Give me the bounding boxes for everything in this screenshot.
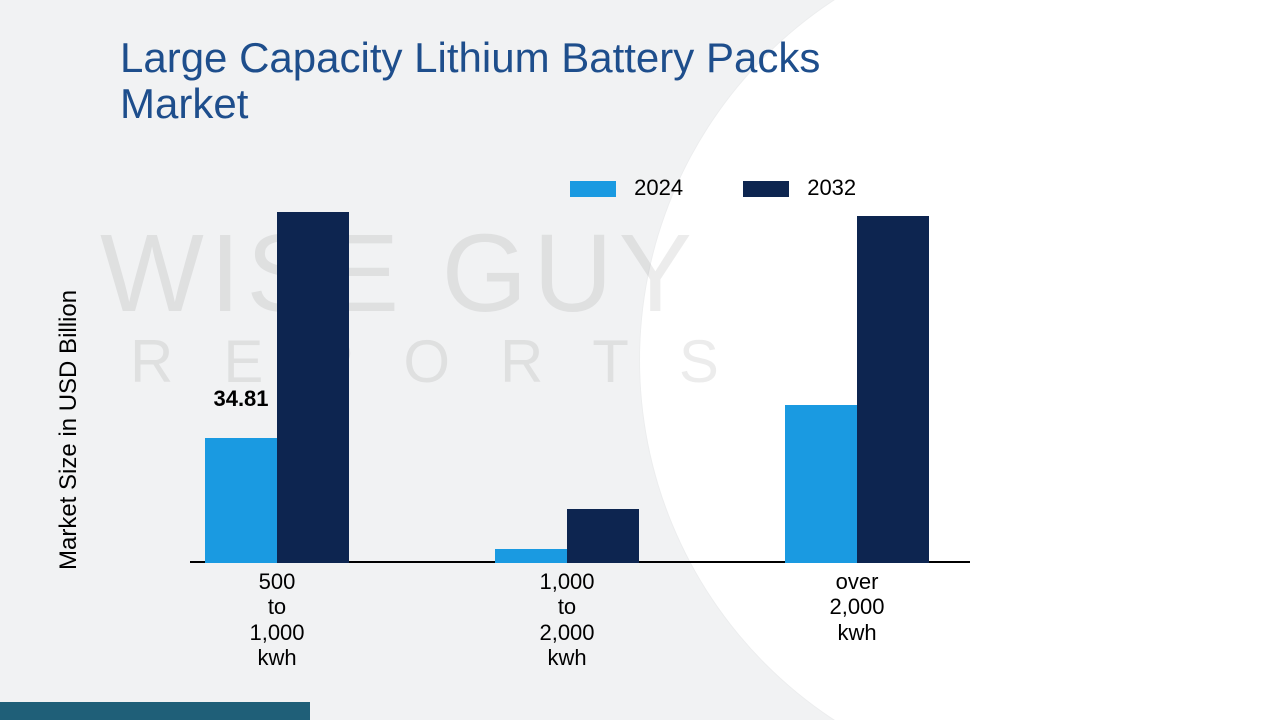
bar-2024 — [205, 438, 277, 563]
y-axis-label: Market Size in USD Billion — [55, 290, 83, 570]
bar-value-label: 34.81 — [213, 386, 268, 412]
legend-swatch-2024 — [570, 181, 616, 197]
chart-legend: 2024 2032 — [570, 175, 856, 201]
bar-2024 — [785, 405, 857, 563]
logo-line-1: WISE GUY — [1064, 30, 1250, 69]
brand-logo: WISE GUY REPORTS — [1064, 30, 1250, 83]
legend-swatch-2032 — [743, 181, 789, 197]
category-label: over2,000kwh — [777, 563, 937, 645]
bar-2032 — [567, 509, 639, 563]
chart-title: Large Capacity Lithium Battery Packs Mar… — [120, 35, 840, 127]
chart-plot-area: 34.81500to1,000kwh1,000to2,000kwhover2,0… — [190, 205, 970, 563]
footer-accent-bar — [0, 702, 310, 720]
bar-2024 — [495, 549, 567, 563]
logo-line-2: REPORTS — [1064, 65, 1250, 83]
page: WISE GUY REPORTS Large Capacity Lithium … — [0, 0, 1280, 720]
legend-item-2032: 2032 — [743, 175, 856, 201]
bar-2032 — [277, 212, 349, 563]
category-label: 1,000to2,000kwh — [487, 563, 647, 670]
legend-item-2024: 2024 — [570, 175, 683, 201]
legend-label-2032: 2032 — [807, 175, 856, 200]
legend-label-2024: 2024 — [634, 175, 683, 200]
category-label: 500to1,000kwh — [197, 563, 357, 670]
bar-2032 — [857, 216, 929, 563]
